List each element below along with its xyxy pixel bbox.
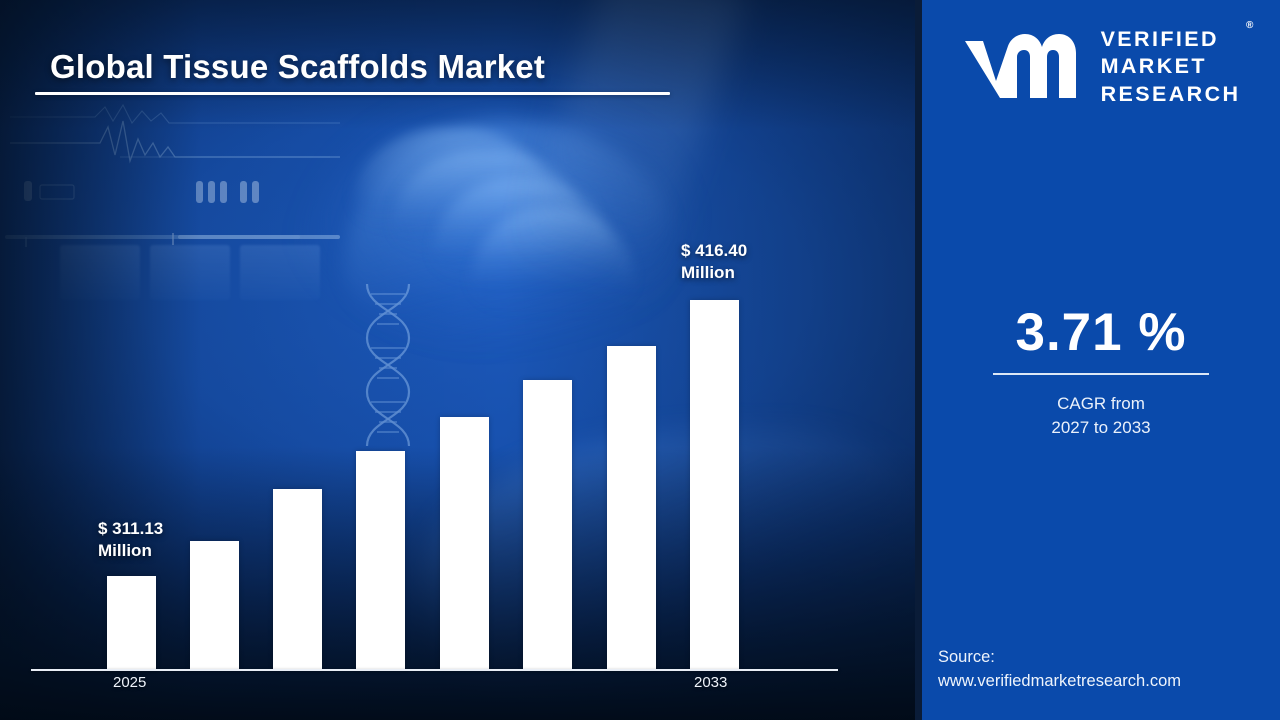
logo-line-verified: VERIFIED <box>1100 27 1219 52</box>
value-callout-last: $ 416.40 Million <box>681 240 747 285</box>
bar-2027 <box>273 489 322 669</box>
cagr-value: 3.71 % <box>1015 303 1187 362</box>
bar-2025 <box>107 576 156 669</box>
panel-divider <box>915 0 922 720</box>
value-callout-first-unit: Million <box>98 541 152 561</box>
x-axis-line <box>31 669 838 671</box>
value-callout-first-amount: $ 311.13 <box>98 519 164 538</box>
bar-2031 <box>607 346 656 669</box>
source-block: Source: www.verifiedmarketresearch.com <box>938 645 1268 695</box>
cagr-underline <box>993 373 1209 375</box>
source-label: Source: <box>938 647 995 666</box>
x-axis-tick-first: 2025 <box>113 674 147 691</box>
cagr-caption: CAGR from 2027 to 2033 <box>922 392 1280 440</box>
page-title: Global Tissue Scaffolds Market <box>50 48 546 85</box>
vmr-monogram-icon <box>962 34 1087 100</box>
bar-2030 <box>523 380 572 669</box>
logo-line-research: RESEARCH <box>1100 81 1241 106</box>
bar-2033 <box>690 300 739 669</box>
logo-line-market: MARKET <box>1100 54 1207 79</box>
value-callout-last-amount: $ 416.40 <box>681 241 748 260</box>
logo-wordmark: VERIFIED MARKET RESEARCH ® <box>1100 20 1254 107</box>
brand-sidebar: VERIFIED MARKET RESEARCH ® 3.71 % CAGR f… <box>922 0 1280 720</box>
cagr-caption-line2: 2027 to 2033 <box>1051 418 1151 438</box>
x-axis-tick-last: 2033 <box>694 674 728 691</box>
bar-2028 <box>356 451 405 669</box>
source-url[interactable]: www.verifiedmarketresearch.com <box>938 672 1181 691</box>
bar-chart: 2025 2033 $ 311.13 Million $ 416.40 Mill… <box>31 240 838 691</box>
cagr-caption-line1: CAGR from <box>1057 394 1145 413</box>
registered-trademark-icon: ® <box>1246 20 1254 32</box>
value-callout-last-unit: Million <box>681 263 735 283</box>
bar-2026 <box>190 541 239 669</box>
logo: VERIFIED MARKET RESEARCH ® <box>922 20 1280 107</box>
chart-panel: Global Tissue Scaffolds Market 2025 2033… <box>0 0 915 720</box>
title-underline <box>35 92 670 95</box>
bar-2029 <box>440 417 489 669</box>
value-callout-first: $ 311.13 Million <box>98 518 163 563</box>
